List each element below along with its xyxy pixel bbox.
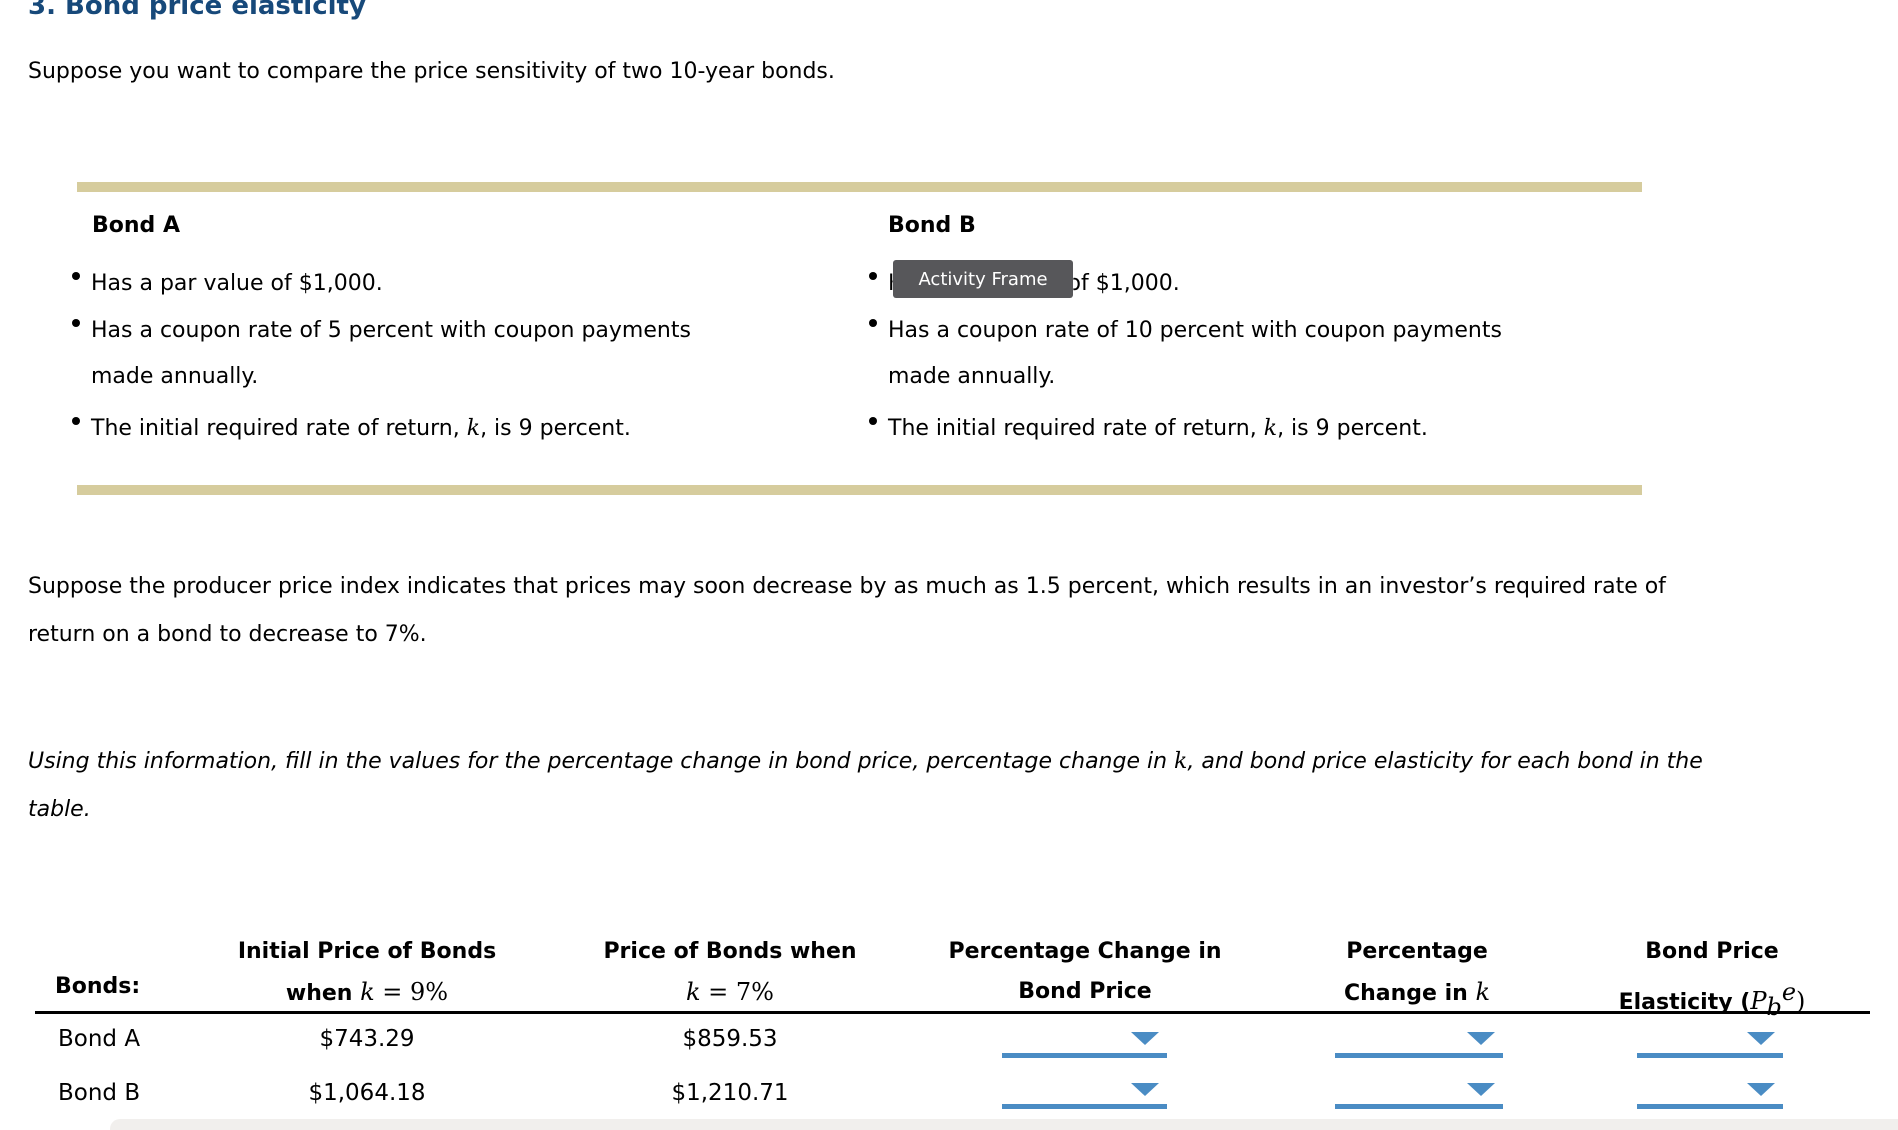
bond-a-k-symbol: k — [466, 416, 481, 441]
elasticity-P: P — [1750, 987, 1767, 1015]
dropdown-bond-b-elasticity[interactable] — [1637, 1083, 1783, 1109]
bond-a-bullet-par-value: Has a par value of $1,000. — [72, 261, 791, 307]
header-pct-change-k-line2: Change in — [1343, 981, 1476, 1006]
header-price-k7-k: k — [686, 978, 701, 1006]
header-price-k7-line1: Price of Bonds when — [603, 939, 857, 964]
dropdown-bond-b-pct-change-k[interactable] — [1335, 1083, 1503, 1109]
scenario-paragraph: Suppose the producer price index indicat… — [28, 574, 1666, 647]
instruction-paragraph: Using this information, fill in the valu… — [28, 738, 1878, 834]
dropdown-arrow-icon — [1747, 1083, 1775, 1096]
bond-a-bullet3-text: The initial required rate of return, — [91, 416, 467, 441]
table-row-bond-b-label: Bond B — [58, 1080, 141, 1106]
dropdown-underline — [1002, 1104, 1167, 1109]
dropdown-underline — [1637, 1053, 1783, 1058]
table-header-rule — [35, 1011, 1870, 1014]
bond-b-bullet-required-return: The initial required rate of return, k, … — [869, 406, 1588, 452]
bond-a-title: Bond A — [92, 213, 180, 238]
dropdown-underline — [1335, 1053, 1503, 1058]
table-header-price-k7: Price of Bonds when k = 7% — [560, 932, 900, 1014]
bond-b-bullet-coupon-rate: Has a coupon rate of 10 percent with cou… — [869, 308, 1588, 400]
dropdown-arrow-icon — [1747, 1032, 1775, 1045]
header-pct-change-price-line1: Percentage Change in — [948, 939, 1222, 964]
dropdown-bond-a-pct-change-k[interactable] — [1335, 1032, 1503, 1058]
dropdown-underline — [1002, 1053, 1167, 1058]
bond-a-bullet-required-return: The initial required rate of return, k, … — [72, 406, 791, 452]
table-header-elasticity: Bond Price Elasticity (Pbe) — [1542, 932, 1882, 1027]
dropdown-underline — [1637, 1104, 1783, 1109]
header-pct-change-k-line1: Percentage — [1346, 939, 1488, 964]
section-title: 3. Bond price elasticity — [28, 0, 366, 21]
bottom-panel-edge — [110, 1119, 1898, 1130]
elasticity-sub-b: b — [1766, 992, 1782, 1021]
table-row-bond-a-label: Bond A — [58, 1026, 141, 1052]
header-elasticity-line2: Elasticity ( — [1618, 990, 1751, 1015]
header-price-k7-value: = 7% — [700, 978, 774, 1006]
activity-frame-tooltip: Activity Frame — [893, 260, 1073, 298]
bond-b-price-k7: $1,210.71 — [671, 1080, 789, 1106]
dropdown-arrow-icon — [1131, 1083, 1159, 1096]
instruction-text-end: , and bond price elasticity for each bon… — [28, 749, 1703, 822]
header-pct-change-k-symbol: k — [1475, 978, 1491, 1006]
bond-box-bottom-divider — [77, 485, 1642, 495]
bond-a-price-k7: $859.53 — [682, 1026, 778, 1052]
elasticity-sup-e: e — [1781, 978, 1797, 1006]
intro-paragraph: Suppose you want to compare the price se… — [28, 59, 835, 84]
bond-a-initial-price: $743.29 — [319, 1026, 415, 1052]
header-initial-price-k: k — [360, 978, 375, 1006]
bond-b-bullet3-text: The initial required rate of return, — [888, 416, 1264, 441]
bond-box-top-divider — [77, 182, 1642, 192]
dropdown-bond-b-pct-change-price[interactable] — [1002, 1083, 1167, 1109]
bond-b-bullet3-text-end: , is 9 percent. — [1277, 416, 1428, 441]
header-pct-change-price-line2: Bond Price — [1018, 979, 1152, 1004]
bond-b-k-symbol: k — [1263, 416, 1278, 441]
dropdown-bond-a-pct-change-price[interactable] — [1002, 1032, 1167, 1058]
header-initial-price-line1: Initial Price of Bonds — [237, 939, 497, 964]
instruction-text: Using this information, fill in the valu… — [28, 749, 1175, 774]
dropdown-arrow-icon — [1131, 1032, 1159, 1045]
elasticity-close-paren: ) — [1796, 987, 1806, 1015]
dropdown-arrow-icon — [1467, 1083, 1495, 1096]
instruction-k-symbol: k — [1174, 749, 1188, 774]
table-header-pct-change-price: Percentage Change in Bond Price — [915, 932, 1255, 1012]
header-initial-price-value: = 9% — [374, 978, 449, 1006]
bond-b-initial-price: $1,064.18 — [308, 1080, 426, 1106]
dropdown-bond-a-elasticity[interactable] — [1637, 1032, 1783, 1058]
header-elasticity-line1: Bond Price — [1645, 939, 1779, 964]
table-header-initial-price: Initial Price of Bonds when k = 9% — [197, 932, 537, 1014]
bond-a-bullet-coupon-rate: Has a coupon rate of 5 percent with coup… — [72, 308, 791, 400]
header-initial-price-when: when — [285, 981, 361, 1006]
bond-a-bullet3-text-end: , is 9 percent. — [480, 416, 631, 441]
dropdown-arrow-icon — [1467, 1032, 1495, 1045]
bond-b-title: Bond B — [888, 213, 976, 238]
table-header-bonds: Bonds: — [55, 974, 141, 999]
table-header-pct-change-k: Percentage Change in k — [1247, 932, 1587, 1014]
dropdown-underline — [1335, 1104, 1503, 1109]
